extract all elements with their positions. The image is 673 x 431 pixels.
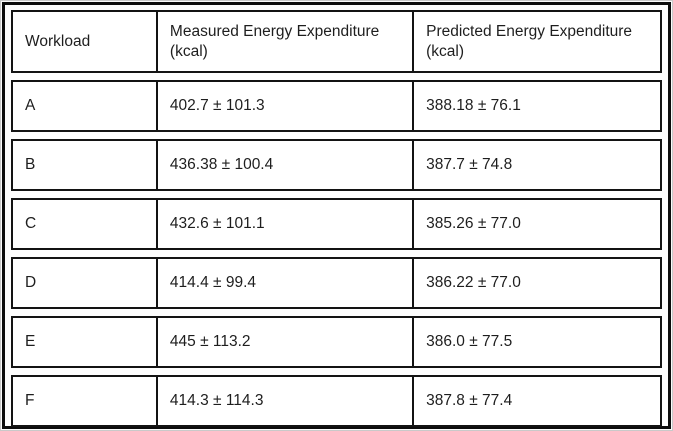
measured-cell: 414.4 ± 99.4 [158,259,415,307]
predicted-cell: 386.0 ± 77.5 [426,333,513,350]
workload-cell: F [13,377,158,425]
table-row: A 402.7 ± 101.3 388.18 ± 76.1 [11,80,662,132]
table-row: B 436.38 ± 100.4 387.7 ± 74.8 [11,139,662,191]
workload-cell: A [13,82,158,130]
workload-cell: D [13,259,158,307]
workload-cell: E [13,318,158,366]
measured-cell: 436.38 ± 100.4 [158,141,415,189]
workload-cell: C [13,200,158,248]
table-header-row: Workload Measured Energy Expenditure (kc… [11,10,662,73]
predicted-cell: 387.7 ± 74.8 [426,156,513,173]
workload-cell: B [13,141,158,189]
table-row: D 414.4 ± 99.4 386.22 ± 77.0 [11,257,662,309]
measured-cell: 432.6 ± 101.1 [158,200,415,248]
predicted-cell: 385.26 ± 77.0 [426,215,521,232]
predicted-cell: 388.18 ± 76.1 [426,97,521,114]
table-row: E 445 ± 113.2 386.0 ± 77.5 [11,316,662,368]
col-header-workload: Workload [13,12,158,71]
predicted-cell: 386.22 ± 77.0 [426,274,521,291]
table-row: C 432.6 ± 101.1 385.26 ± 77.0 [11,198,662,250]
measured-cell: 445 ± 113.2 [158,318,415,366]
col-header-predicted: Predicted Energy Expenditure (kcal) [426,22,633,60]
table-row: F 414.3 ± 114.3 387.8 ± 77.4 [11,375,662,427]
col-header-measured: Measured Energy Expenditure (kcal) [158,12,415,71]
measured-cell: 414.3 ± 114.3 [158,377,415,425]
measured-cell: 402.7 ± 101.3 [158,82,415,130]
predicted-cell: 387.8 ± 77.4 [426,392,513,409]
